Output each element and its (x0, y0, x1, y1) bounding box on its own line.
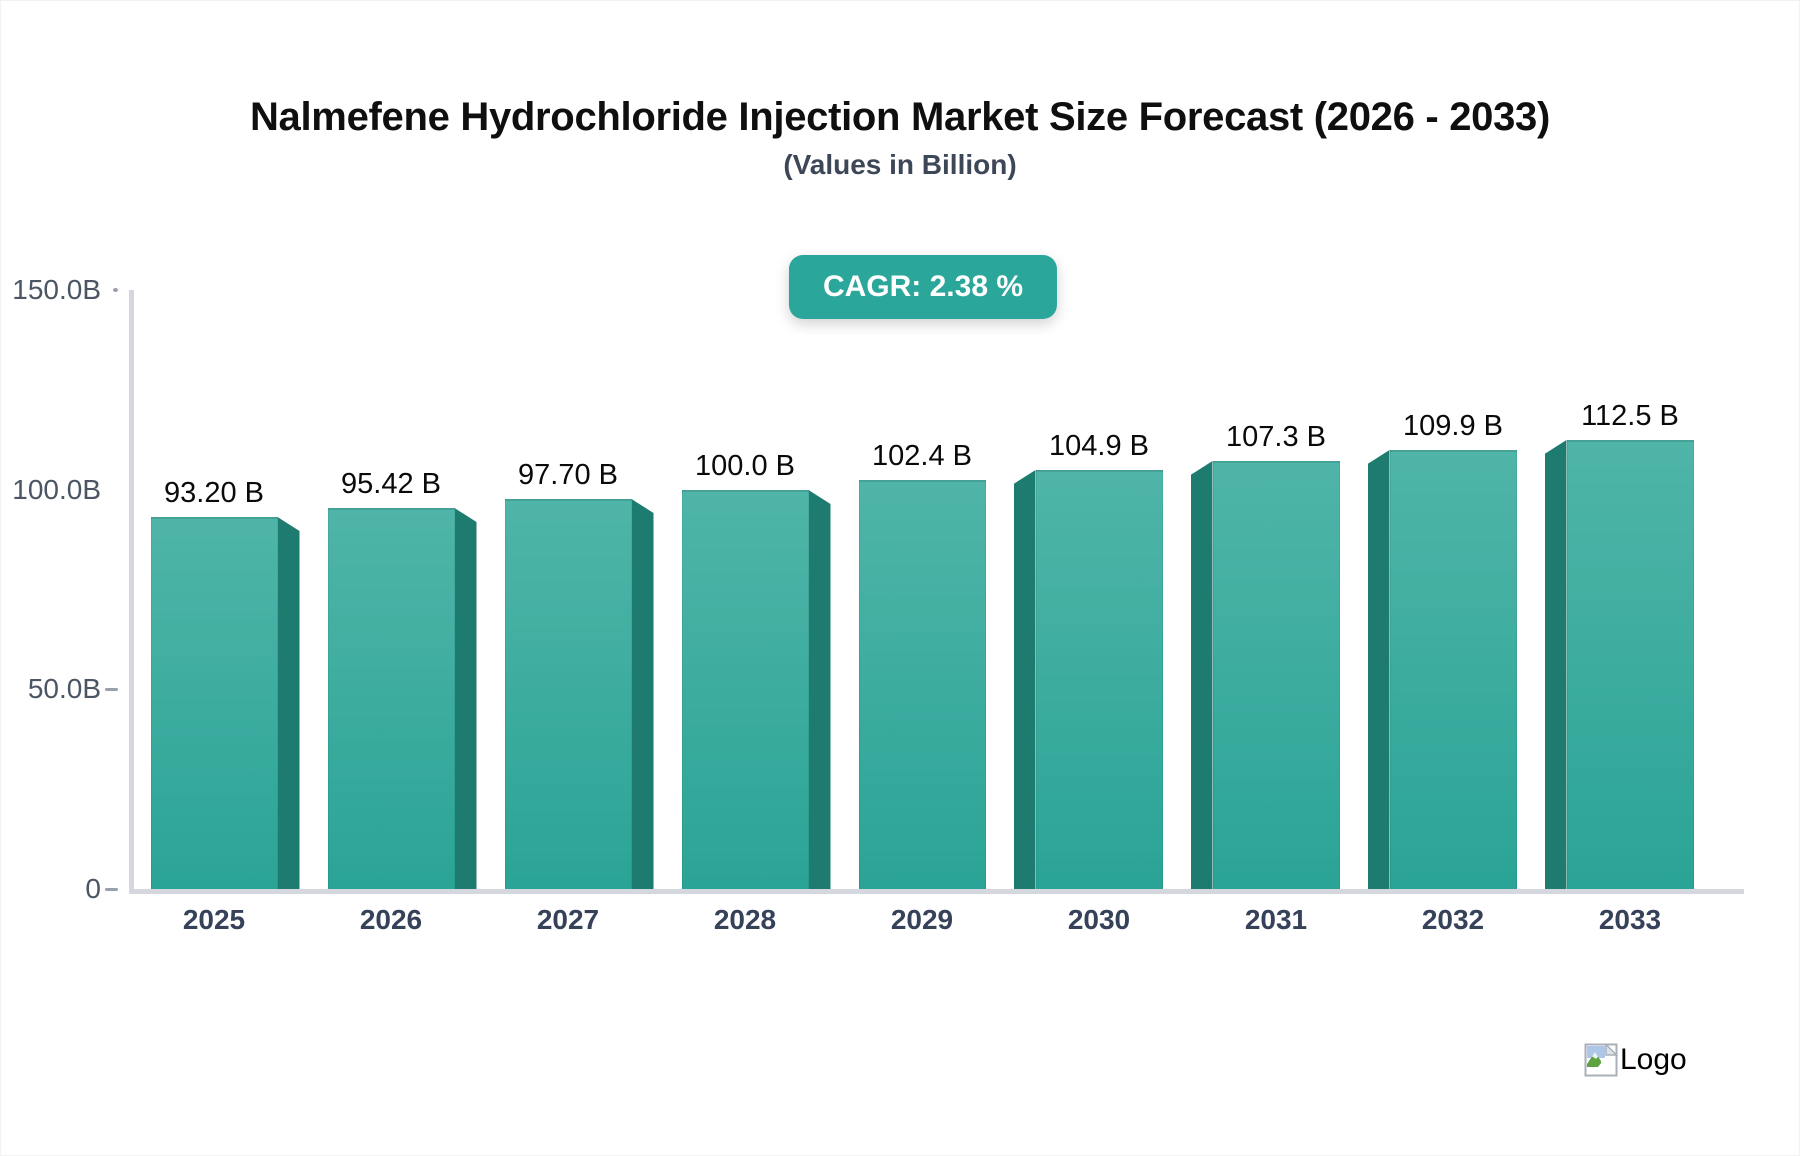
bar-value-label-2025: 93.20 B (164, 477, 264, 509)
bar-2029[interactable] (858, 480, 986, 889)
bar-value-label-2028: 100.0 B (695, 450, 795, 482)
bar-2026[interactable] (327, 508, 455, 889)
bar-side-2031 (1190, 461, 1213, 889)
bar-2032[interactable] (1389, 450, 1517, 889)
x-axis-label-2025: 2025 (182, 904, 246, 935)
bar-side-2030 (1013, 470, 1036, 889)
bar-2027[interactable] (504, 499, 632, 889)
x-axis-label-2030: 2030 (1067, 904, 1131, 935)
x-axis-label-2027: 2027 (536, 904, 600, 935)
y-axis-tick (113, 288, 118, 292)
x-axis-label-2028: 2028 (713, 904, 777, 935)
bar-value-label-2029: 102.4 B (872, 440, 972, 472)
x-axis-line (129, 889, 1744, 894)
x-axis-label-2032: 2032 (1421, 904, 1485, 935)
y-axis-label-100: 100.0B (12, 473, 101, 505)
bar-2031[interactable] (1212, 461, 1340, 889)
y-axis-tick (105, 888, 118, 891)
logo: Logo (1584, 1039, 1687, 1081)
bar-value-label-2030: 104.9 B (1049, 430, 1149, 462)
logo-text: Logo (1620, 1043, 1687, 1076)
bar-2033[interactable] (1566, 440, 1694, 889)
bar-2030[interactable] (1035, 470, 1163, 889)
bar-value-label-2032: 109.9 B (1403, 410, 1503, 442)
bar-side-2026 (454, 508, 477, 889)
x-axis-label-2031: 2031 (1244, 904, 1308, 935)
bar-side-2033 (1544, 440, 1567, 889)
broken-image-icon (1584, 1043, 1618, 1077)
x-axis-label-2033: 2033 (1598, 904, 1662, 935)
bar-side-2028 (808, 490, 831, 889)
chart-subtitle: (Values in Billion) (783, 149, 1017, 180)
y-axis-tick (105, 688, 118, 692)
bar-side-2032 (1367, 450, 1390, 889)
bar-value-label-2031: 107.3 B (1226, 421, 1326, 453)
x-axis-label-2029: 2029 (890, 904, 954, 935)
bar-side-2025 (277, 517, 300, 889)
chart-title: Nalmefene Hydrochloride Injection Market… (249, 95, 1551, 139)
y-axis-label-150: 150.0B (12, 274, 101, 305)
x-axis-label-2026: 2026 (359, 904, 423, 935)
bar-value-label-2026: 95.42 B (341, 468, 441, 500)
y-axis-label-0: 0 (85, 873, 101, 904)
y-axis-line (129, 290, 134, 894)
bar-value-label-2033: 112.5 B (1581, 400, 1679, 432)
bar-value-label-2027: 97.70 B (518, 459, 618, 491)
y-axis-label-50: 50.0B (27, 673, 101, 705)
bar-side-2027 (631, 499, 654, 889)
bar-2028[interactable] (681, 490, 809, 889)
bar-2025[interactable] (150, 517, 278, 889)
cagr-badge: CAGR: 2.38 % (788, 255, 1058, 319)
